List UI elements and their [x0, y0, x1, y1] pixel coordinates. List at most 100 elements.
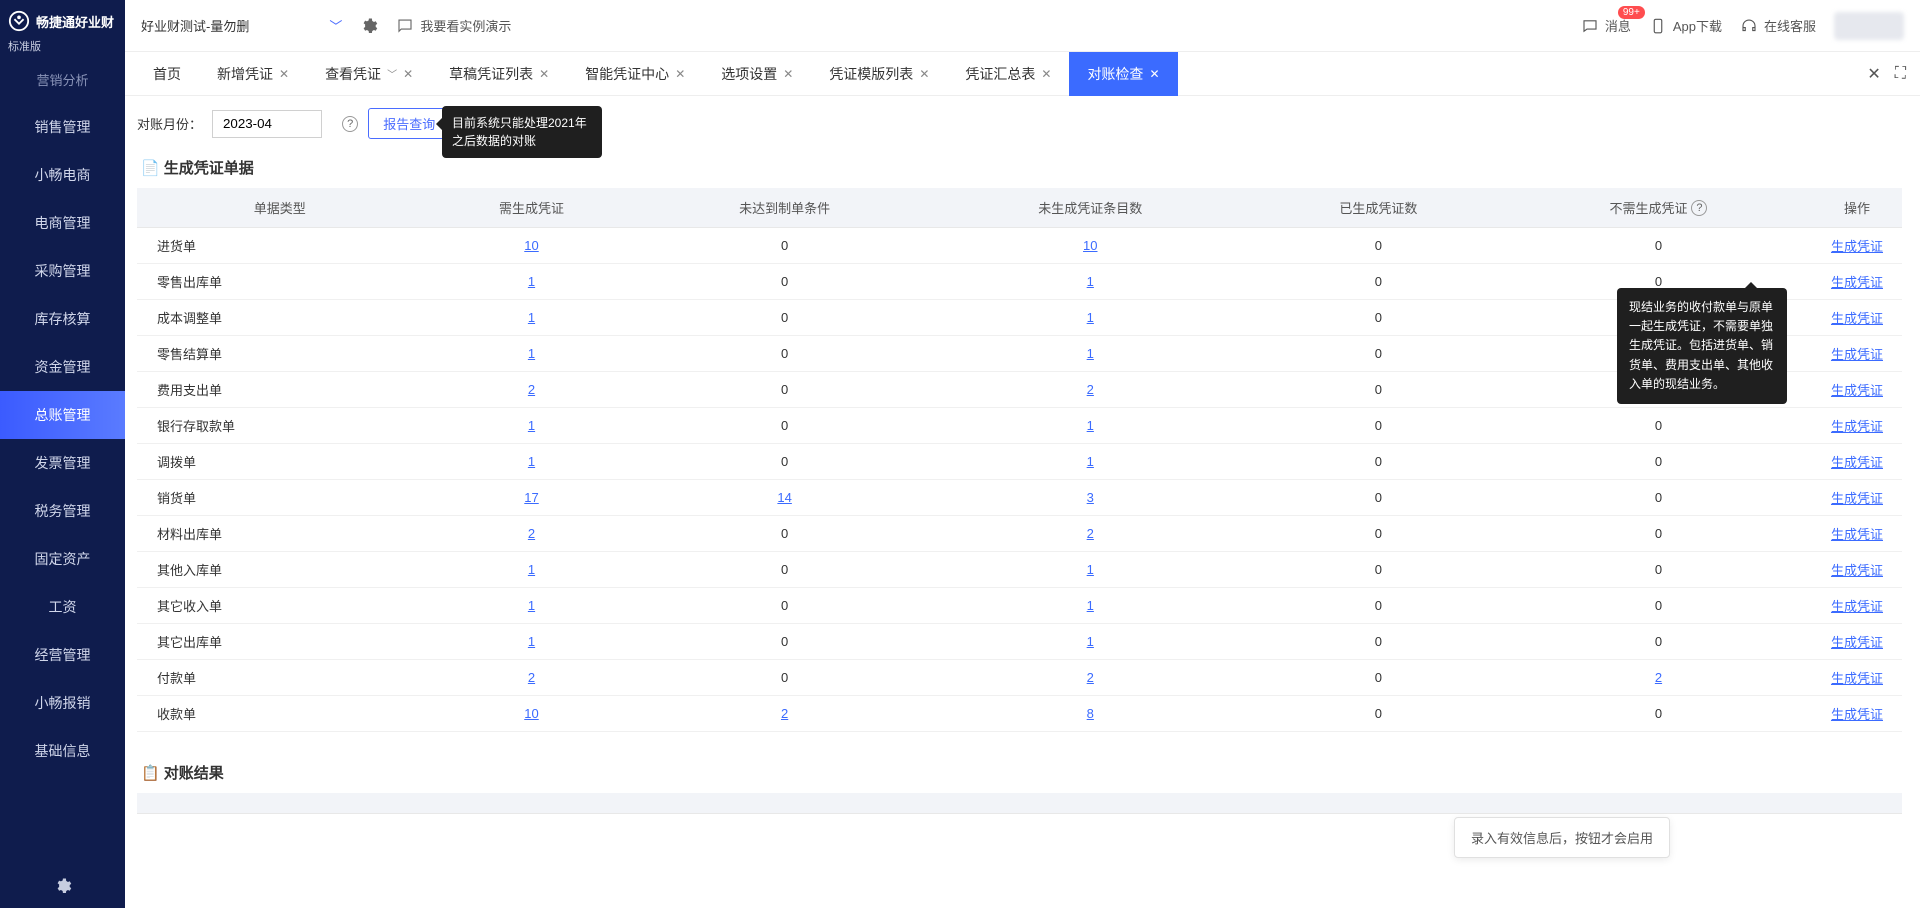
sidebar-item-3[interactable]: 采购管理 — [0, 247, 125, 295]
count-link[interactable]: 14 — [777, 490, 791, 505]
count-link[interactable]: 1 — [528, 562, 535, 577]
table-row: 其它收入单10100生成凭证 — [137, 588, 1902, 624]
count-link[interactable]: 2 — [1087, 670, 1094, 685]
count-link[interactable]: 3 — [1087, 490, 1094, 505]
sidebar-item-8[interactable]: 税务管理 — [0, 487, 125, 535]
tab-close-icon[interactable]: ✕ — [279, 67, 289, 81]
tab-7[interactable]: 凭证汇总表✕ — [947, 52, 1069, 96]
tab-label: 查看凭证 — [325, 64, 381, 84]
sidebar-item-0[interactable]: 销售管理 — [0, 103, 125, 151]
count-link[interactable]: 2 — [1655, 670, 1662, 685]
generate-voucher-link[interactable]: 生成凭证 — [1831, 239, 1883, 254]
tab-0[interactable]: 首页 — [135, 52, 199, 96]
sidebar-item-5[interactable]: 资金管理 — [0, 343, 125, 391]
count-link[interactable]: 1 — [1087, 274, 1094, 289]
demo-link[interactable]: 我要看实例演示 — [396, 16, 511, 35]
col-header-0: 单据类型 — [137, 188, 422, 228]
count-link[interactable]: 10 — [524, 238, 538, 253]
count-link[interactable]: 2 — [528, 382, 535, 397]
tab-1[interactable]: 新增凭证✕ — [199, 52, 307, 96]
generate-voucher-link[interactable]: 生成凭证 — [1831, 563, 1883, 578]
org-selector[interactable]: 好业财测试-量勿删 ﹀ — [141, 16, 342, 35]
tab-close-icon[interactable]: ✕ — [1149, 67, 1159, 81]
count-link[interactable]: 2 — [528, 670, 535, 685]
generate-voucher-link[interactable]: 生成凭证 — [1831, 383, 1883, 398]
count-link[interactable]: 1 — [528, 598, 535, 613]
tab-close-icon[interactable]: ✕ — [1041, 67, 1051, 81]
sidebar-item-9[interactable]: 固定资产 — [0, 535, 125, 583]
messages-button[interactable]: 消息 99+ — [1581, 16, 1631, 35]
generate-voucher-link[interactable]: 生成凭证 — [1831, 275, 1883, 290]
tab-close-icon[interactable]: ✕ — [675, 67, 685, 81]
tab-4[interactable]: 智能凭证中心✕ — [567, 52, 703, 96]
tab-5[interactable]: 选项设置 ✕ — [703, 52, 811, 96]
count-link[interactable]: 1 — [1087, 310, 1094, 325]
sidebar-item-12[interactable]: 小畅报销 — [0, 679, 125, 727]
count-link[interactable]: 1 — [1087, 346, 1094, 361]
fullscreen-button[interactable]: ⛶ — [1895, 65, 1906, 83]
tab-2[interactable]: 查看凭证﹀✕ — [307, 52, 431, 96]
generate-voucher-link[interactable]: 生成凭证 — [1831, 491, 1883, 506]
sidebar-item-1[interactable]: 小畅电商 — [0, 151, 125, 199]
generate-voucher-link[interactable]: 生成凭证 — [1831, 527, 1883, 542]
tab-label: 选项设置 — [721, 64, 777, 84]
sidebar-item-7[interactable]: 发票管理 — [0, 439, 125, 487]
count-link[interactable]: 17 — [524, 490, 538, 505]
count-link[interactable]: 1 — [1087, 598, 1094, 613]
month-input[interactable] — [212, 110, 322, 138]
cell-type: 费用支出单 — [137, 372, 422, 408]
count-link[interactable]: 1 — [1087, 634, 1094, 649]
sidebar-item-2[interactable]: 电商管理 — [0, 199, 125, 247]
help-icon[interactable]: ? — [1691, 200, 1707, 216]
tab-3[interactable]: 草稿凭证列表✕ — [431, 52, 567, 96]
count-link[interactable]: 1 — [528, 346, 535, 361]
tab-8[interactable]: 对账检查✕ — [1069, 52, 1177, 96]
count-link[interactable]: 2 — [781, 706, 788, 721]
settings-icon-button[interactable] — [360, 17, 378, 35]
close-all-tabs-button[interactable]: ✕ — [1867, 64, 1880, 84]
app-download-button[interactable]: App下载 — [1649, 16, 1722, 35]
count-link[interactable]: 1 — [528, 274, 535, 289]
tab-6[interactable]: 凭证模版列表✕ — [811, 52, 947, 96]
generate-voucher-link[interactable]: 生成凭证 — [1831, 455, 1883, 470]
count-link[interactable]: 1 — [1087, 562, 1094, 577]
cell-type: 零售出库单 — [137, 264, 422, 300]
count-link[interactable]: 1 — [1087, 418, 1094, 433]
count-link[interactable]: 10 — [524, 706, 538, 721]
tab-close-icon[interactable]: ✕ — [919, 67, 929, 81]
generate-voucher-link[interactable]: 生成凭证 — [1831, 635, 1883, 650]
count-link[interactable]: 1 — [528, 454, 535, 469]
sidebar-item-10[interactable]: 工资 — [0, 583, 125, 631]
count-link[interactable]: 1 — [528, 418, 535, 433]
count-link[interactable]: 10 — [1083, 238, 1097, 253]
count-link[interactable]: 2 — [1087, 382, 1094, 397]
generate-voucher-link[interactable]: 生成凭证 — [1831, 311, 1883, 326]
generate-voucher-link[interactable]: 生成凭证 — [1831, 707, 1883, 722]
help-icon[interactable]: ? — [342, 116, 358, 132]
generate-voucher-link[interactable]: 生成凭证 — [1831, 347, 1883, 362]
avatar[interactable] — [1834, 12, 1904, 40]
sidebar-item-11[interactable]: 经营管理 — [0, 631, 125, 679]
generate-voucher-link[interactable]: 生成凭证 — [1831, 419, 1883, 434]
tab-close-icon[interactable]: ✕ — [403, 67, 413, 81]
count-link[interactable]: 1 — [528, 634, 535, 649]
count-link[interactable]: 1 — [528, 310, 535, 325]
table-row: 调拨单10100生成凭证 — [137, 444, 1902, 480]
doc-icon: 📄 — [141, 159, 160, 177]
table-row: 收款单102800生成凭证 — [137, 696, 1902, 732]
count-link[interactable]: 2 — [528, 526, 535, 541]
sidebar-item-13[interactable]: 基础信息 — [0, 727, 125, 775]
count-link[interactable]: 8 — [1087, 706, 1094, 721]
tab-close-icon[interactable]: ✕ — [539, 67, 549, 81]
count-link[interactable]: 2 — [1087, 526, 1094, 541]
sidebar-item-6[interactable]: 总账管理 — [0, 391, 125, 439]
generate-voucher-link[interactable]: 生成凭证 — [1831, 599, 1883, 614]
sidebar-item-cut[interactable]: 营销分析 — [0, 64, 125, 103]
tab-close-icon[interactable]: ✕ — [783, 67, 793, 81]
count-link[interactable]: 1 — [1087, 454, 1094, 469]
generate-voucher-link[interactable]: 生成凭证 — [1831, 671, 1883, 686]
filter-row: 对账月份： 📅 ? 报告查询 目前系统只能处理2021年之后数据的对账 — [137, 108, 1902, 139]
settings-button[interactable] — [0, 867, 125, 908]
support-button[interactable]: 在线客服 — [1740, 16, 1816, 35]
sidebar-item-4[interactable]: 库存核算 — [0, 295, 125, 343]
